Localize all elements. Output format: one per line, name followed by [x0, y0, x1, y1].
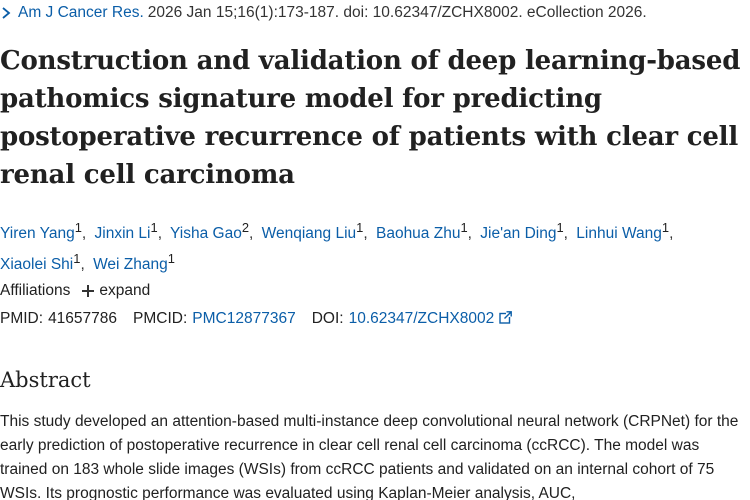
- affiliation-number[interactable]: 2: [241, 220, 250, 235]
- affiliations-label: Affiliations: [0, 282, 71, 299]
- affiliation-number[interactable]: 1: [460, 220, 468, 235]
- author-entry: Xiaolei Shi1,: [0, 251, 89, 274]
- affiliation-number[interactable]: 1: [167, 251, 175, 267]
- author-entry: Yiren Yang1,: [0, 220, 90, 243]
- external-link-icon[interactable]: [499, 310, 513, 330]
- abstract-text: This study developed an attention-based …: [0, 413, 739, 500]
- affiliation-number[interactable]: 1: [73, 251, 81, 267]
- article-title: Construction and validation of deep lear…: [0, 46, 741, 190]
- pmid-group: PMID: 41657786: [0, 309, 117, 329]
- author-link[interactable]: Jie'an Ding: [480, 225, 557, 243]
- author-entry: Jinxin Li1,: [94, 220, 167, 243]
- affiliation-number[interactable]: 1: [356, 220, 364, 235]
- citation-line: Am J Cancer Res. 2026 Jan 15;16(1):173-1…: [0, 3, 647, 23]
- author-entry: Linhui Wang1,: [576, 220, 677, 243]
- author-link[interactable]: Jinxin Li: [94, 225, 151, 243]
- author-separator: ,: [563, 225, 568, 243]
- affiliation-number[interactable]: 1: [556, 220, 564, 235]
- author-link[interactable]: Wenqiang Liu: [261, 225, 357, 243]
- author-link[interactable]: Xiaolei Shi: [0, 256, 74, 274]
- author-separator: ,: [81, 225, 87, 243]
- chevron-right-icon[interactable]: [0, 3, 14, 23]
- affiliations-row: Affiliations expand: [0, 281, 150, 301]
- author-separator: ,: [157, 225, 162, 243]
- doi-link[interactable]: 10.62347/ZCHX8002: [348, 310, 495, 327]
- affiliation-number[interactable]: 1: [661, 220, 670, 235]
- author-separator: ,: [363, 225, 368, 243]
- pmcid-group: PMCID: PMC12877367: [133, 309, 296, 329]
- identifiers-row: PMID: 41657786 PMCID: PMC12877367 DOI: 1…: [0, 309, 528, 329]
- affiliations-expand-button[interactable]: expand: [82, 281, 150, 301]
- author-link[interactable]: Linhui Wang: [576, 225, 662, 243]
- author-separator: ,: [669, 225, 674, 243]
- doi-group: DOI: 10.62347/ZCHX8002: [312, 309, 513, 329]
- affiliation-number[interactable]: 1: [74, 220, 82, 235]
- author-separator: ,: [467, 225, 472, 243]
- author-separator: ,: [249, 225, 254, 243]
- author-entry: Baohua Zhu1,: [375, 220, 476, 243]
- author-link[interactable]: Yisha Gao: [170, 225, 242, 243]
- citation-details: 2026 Jan 15;16(1):173-187. doi: 10.62347…: [147, 4, 647, 21]
- affiliation-number[interactable]: 1: [150, 220, 158, 235]
- author-link[interactable]: Wei Zhang: [93, 256, 168, 274]
- author-entry: Jie'an Ding1,: [480, 220, 572, 243]
- doi-label: DOI:: [311, 310, 344, 327]
- abstract-heading: Abstract: [0, 368, 91, 392]
- author-entry: Wei Zhang1: [93, 251, 175, 274]
- pmid-label: PMID:: [0, 310, 44, 327]
- author-entry: Yisha Gao2,: [170, 220, 257, 243]
- pmcid-label: PMCID:: [133, 310, 188, 327]
- plus-icon: [82, 285, 95, 297]
- author-link[interactable]: Baohua Zhu: [375, 225, 461, 243]
- author-link[interactable]: Yiren Yang: [0, 225, 75, 243]
- journal-link[interactable]: Am J Cancer Res.: [18, 4, 144, 21]
- expand-label: expand: [99, 282, 151, 299]
- author-entry: Wenqiang Liu1,: [261, 220, 372, 243]
- author-list: Yiren Yang1, Jinxin Li1, Yisha Gao2, Wen…: [0, 215, 750, 277]
- pmcid-link[interactable]: PMC12877367: [192, 310, 296, 327]
- pmid-value: 41657786: [48, 310, 118, 327]
- author-separator: ,: [80, 256, 85, 274]
